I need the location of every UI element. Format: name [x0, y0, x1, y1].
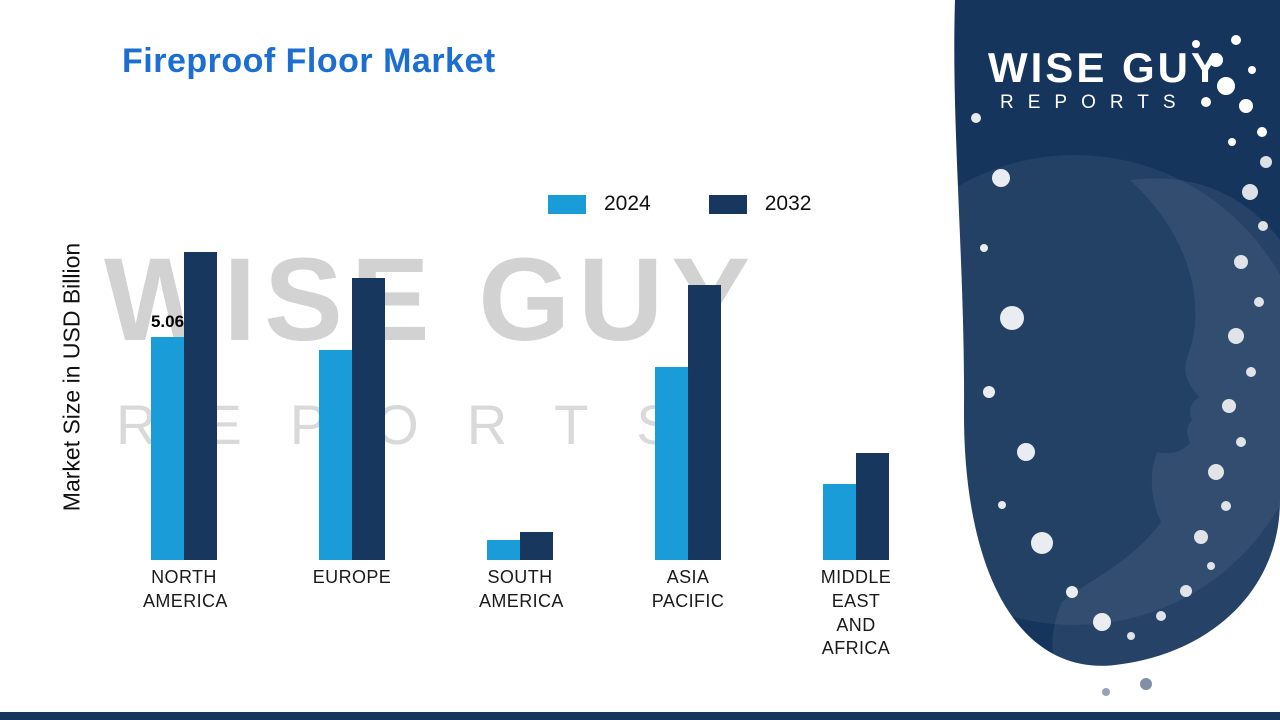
category-label-south-america: SOUTH AMERICA	[479, 567, 564, 611]
legend-item-2032: 2032	[708, 192, 812, 216]
legend-item-2024: 2024	[548, 192, 651, 216]
bar-2032-south-america	[520, 532, 553, 560]
bar-2024-europe	[319, 350, 352, 560]
legend-label-2032: 2032	[764, 192, 812, 215]
page-title: Fireproof Floor Market	[122, 42, 496, 80]
chart-legend: 2024 2032	[548, 192, 811, 216]
bar-group-north-america: 5.06	[151, 252, 217, 560]
bottom-accent-bar	[0, 712, 1280, 720]
category-labels: NORTH AMERICA EUROPE SOUTH AMERICA ASIA PAC…	[100, 566, 940, 661]
bar-group-europe	[319, 278, 385, 560]
y-axis-label: Market Size in USD Billion	[58, 242, 85, 512]
bar-group-asia-pacific	[655, 285, 721, 560]
category-label-north-america: NORTH AMERICA	[143, 567, 228, 611]
bar-2024-south-america	[487, 540, 520, 560]
bar-2032-asia-pacific	[688, 285, 721, 560]
legend-label-2024: 2024	[604, 192, 651, 215]
bar-2032-europe	[352, 278, 385, 560]
bar-value-label: 5.06	[150, 312, 185, 331]
category-label-europe: EUROPE	[312, 567, 392, 587]
logo-wordmark: WISE GUY	[988, 44, 1223, 91]
bar-2024-middle-east-and-africa	[823, 484, 856, 560]
bar-group-middle-east-and-africa	[823, 453, 889, 560]
bar-2024-asia-pacific	[655, 367, 688, 560]
legend-swatch-2024	[548, 194, 586, 214]
bar-2032-middle-east-and-africa	[856, 453, 889, 560]
bar-2032-north-america	[184, 252, 217, 560]
logo-subtitle: REPORTS	[1000, 92, 1190, 113]
category-label-asia-pacific: ASIA PACIFIC	[651, 567, 725, 611]
legend-swatch-2032	[708, 194, 747, 214]
bar-group-south-america	[487, 532, 553, 560]
category-label-middle-east-and-africa: MIDDLE EAST AND AFRICA	[820, 567, 892, 659]
bar-2024-north-america: 5.06	[151, 312, 184, 560]
chart-plot: 5.06	[100, 250, 940, 560]
